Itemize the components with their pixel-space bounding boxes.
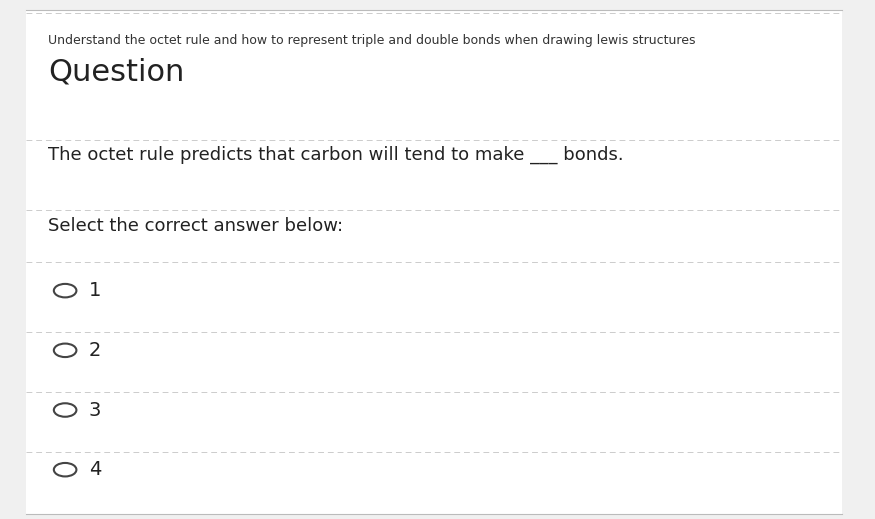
Text: 4: 4 — [88, 460, 101, 479]
Text: Question: Question — [48, 57, 184, 86]
Text: 2: 2 — [88, 341, 101, 360]
Text: 1: 1 — [88, 281, 101, 300]
FancyBboxPatch shape — [26, 10, 843, 514]
Text: Select the correct answer below:: Select the correct answer below: — [48, 217, 343, 235]
Text: The octet rule predicts that carbon will tend to make ___ bonds.: The octet rule predicts that carbon will… — [48, 145, 623, 163]
Text: 3: 3 — [88, 401, 101, 419]
Text: Understand the octet rule and how to represent triple and double bonds when draw: Understand the octet rule and how to rep… — [48, 34, 696, 47]
